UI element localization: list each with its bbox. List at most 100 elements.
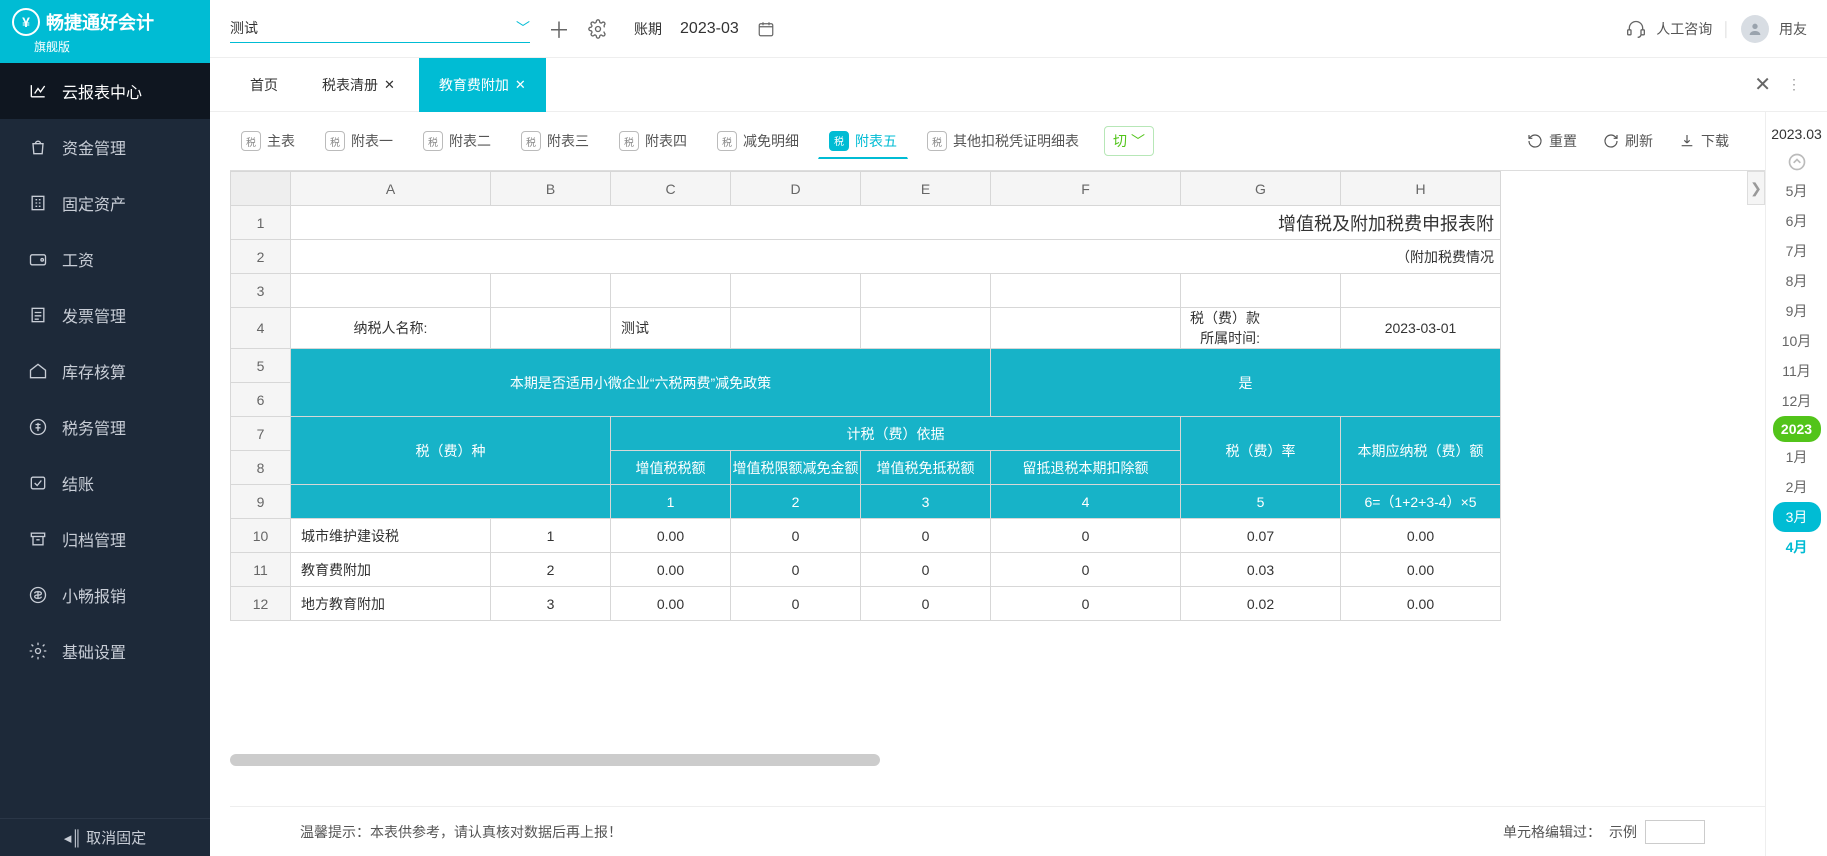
period-owner-value: 2023-03-01: [1341, 308, 1501, 349]
download-button[interactable]: 下载: [1679, 131, 1729, 151]
table-row[interactable]: 11教育费附加20.000000.030.00: [231, 553, 1501, 587]
taxpayer-label: 纳税人名称:: [291, 308, 491, 349]
year-chip[interactable]: 2023: [1773, 416, 1821, 442]
main-area: 测试 ﹀ ＋ 账期 2023-03 人工咨询 │: [210, 0, 1827, 856]
month-chip[interactable]: 7月: [1773, 236, 1821, 266]
col-header: G: [1181, 172, 1341, 206]
period-rail: 2023.03 5月6月7月8月9月10月11月12月20231月2月3月4月: [1765, 112, 1827, 856]
taxpayer-name: 测试: [611, 308, 731, 349]
subtab-1[interactable]: 税附表一: [314, 124, 404, 158]
col-header: H: [1341, 172, 1501, 206]
col-header: D: [731, 172, 861, 206]
subtab-7[interactable]: 税其他扣税凭证明细表: [916, 124, 1090, 158]
subtab-4[interactable]: 税附表四: [608, 124, 698, 158]
month-chip[interactable]: 5月: [1773, 176, 1821, 206]
brand-name: 畅捷通好会计: [46, 9, 154, 35]
month-chip[interactable]: 2月: [1773, 472, 1821, 502]
month-chip[interactable]: 10月: [1773, 326, 1821, 356]
support-label[interactable]: 人工咨询: [1656, 19, 1712, 39]
username[interactable]: 用友: [1779, 19, 1807, 39]
policy-answer: 是: [991, 349, 1501, 417]
close-icon[interactable]: ✕: [384, 77, 395, 93]
brand-logo: ¥ 畅捷通好会计 旗舰版: [0, 0, 210, 63]
avatar[interactable]: [1741, 15, 1769, 43]
sheet-title: 增值税及附加税费申报表附: [291, 206, 1501, 240]
sheet-badge-icon: 税: [927, 131, 947, 151]
hdr-rate: 税（费）率: [1181, 417, 1341, 485]
expand-handle[interactable]: ❯: [1747, 171, 1765, 205]
hdr-payable: 本期应纳税（费）额: [1341, 417, 1501, 485]
wallet-icon: [28, 249, 48, 269]
archive-icon: [28, 529, 48, 549]
sidebar-item-5[interactable]: 库存核算: [0, 343, 210, 399]
subtab-0[interactable]: 税主表: [230, 124, 306, 158]
chevron-down-icon: ﹀: [516, 18, 530, 38]
sidebar-item-6[interactable]: 税务管理: [0, 399, 210, 455]
account-select[interactable]: 测试 ﹀: [230, 14, 530, 43]
brand-icon: ¥: [12, 8, 40, 36]
sheet-subtitle: （附加税费情况: [291, 240, 1501, 274]
sidebar-item-0[interactable]: 云报表中心: [0, 63, 210, 119]
subtab-2[interactable]: 税附表二: [412, 124, 502, 158]
expand-tabs-icon[interactable]: ⋮: [1781, 76, 1807, 93]
month-chip[interactable]: 6月: [1773, 206, 1821, 236]
sidebar: ¥ 畅捷通好会计 旗舰版 云报表中心资金管理固定资产工资发票管理库存核算税务管理…: [0, 0, 210, 856]
chevron-down-icon: ﹀: [1131, 131, 1145, 151]
sidebar-item-8[interactable]: 归档管理: [0, 511, 210, 567]
sheet-badge-icon: 税: [717, 131, 737, 151]
col-header: C: [611, 172, 731, 206]
sheet-badge-icon: 税: [829, 131, 849, 151]
sidebar-item-9[interactable]: 小畅报销: [0, 567, 210, 623]
month-chip-current[interactable]: 3月: [1773, 502, 1821, 532]
tab-2[interactable]: 教育费附加✕: [419, 58, 546, 112]
example-label: 示例: [1609, 822, 1637, 842]
sidebar-item-1[interactable]: 资金管理: [0, 119, 210, 175]
reset-button[interactable]: 重置: [1527, 131, 1577, 151]
month-chip[interactable]: 8月: [1773, 266, 1821, 296]
sidebar-item-3[interactable]: 工资: [0, 231, 210, 287]
sidebar-item-4[interactable]: 发票管理: [0, 287, 210, 343]
topbar: 测试 ﹀ ＋ 账期 2023-03 人工咨询 │: [210, 0, 1827, 58]
subtab-6[interactable]: 税附表五: [818, 124, 908, 159]
headset-icon[interactable]: [1626, 19, 1646, 39]
policy-question: 本期是否适用小微企业“六税两费”减免政策: [291, 349, 991, 417]
rail-up-icon[interactable]: [1787, 152, 1807, 172]
sheet-badge-icon: 税: [521, 131, 541, 151]
table-row[interactable]: 12地方教育附加30.000000.020.00: [231, 587, 1501, 621]
add-button[interactable]: ＋: [548, 13, 570, 45]
close-icon[interactable]: ✕: [515, 77, 526, 93]
settings-icon[interactable]: [588, 19, 608, 39]
unpin-button[interactable]: ◂║ 取消固定: [0, 818, 210, 856]
subtab-3[interactable]: 税附表三: [510, 124, 600, 158]
sidebar-item-7[interactable]: 结账: [0, 455, 210, 511]
check-icon: [28, 473, 48, 493]
account-name: 测试: [230, 18, 258, 38]
hdr-tax-type: 税（费）种: [291, 417, 611, 485]
sidebar-item-2[interactable]: 固定资产: [0, 175, 210, 231]
tab-1[interactable]: 税表清册✕: [302, 58, 415, 112]
table-row[interactable]: 10城市维护建设税10.000000.070.00: [231, 519, 1501, 553]
brand-edition: 旗舰版: [34, 38, 194, 55]
close-all-tabs[interactable]: ✕: [1748, 72, 1777, 97]
period-value: 2023-03: [680, 20, 739, 38]
rail-current-period: 2023.03: [1771, 120, 1822, 148]
sidebar-item-10[interactable]: 基础设置: [0, 623, 210, 679]
period-label: 账期: [634, 19, 662, 39]
month-chip[interactable]: 12月: [1773, 386, 1821, 416]
col-header: A: [291, 172, 491, 206]
refresh-button[interactable]: 刷新: [1603, 131, 1653, 151]
subtab-5[interactable]: 税减免明细: [706, 124, 810, 158]
switch-button[interactable]: 切 ﹀: [1104, 126, 1154, 156]
month-chip[interactable]: 1月: [1773, 442, 1821, 472]
tab-0[interactable]: 首页: [230, 58, 298, 112]
horizontal-scrollbar[interactable]: [230, 754, 880, 766]
calendar-icon[interactable]: [757, 20, 775, 38]
sheet-badge-icon: 税: [619, 131, 639, 151]
hdr-basis: 计税（费）依据: [611, 417, 1181, 451]
month-chip-next[interactable]: 4月: [1773, 532, 1821, 562]
month-chip[interactable]: 11月: [1773, 356, 1821, 386]
month-chip[interactable]: 9月: [1773, 296, 1821, 326]
spreadsheet: ❯ ABCDEFGH1增值税及附加税费申报表附2（附加税费情况34纳税人名称:测…: [230, 170, 1765, 806]
sidebar-nav: 云报表中心资金管理固定资产工资发票管理库存核算税务管理结账归档管理小畅报销基础设…: [0, 63, 210, 818]
invoice-icon: [28, 305, 48, 325]
